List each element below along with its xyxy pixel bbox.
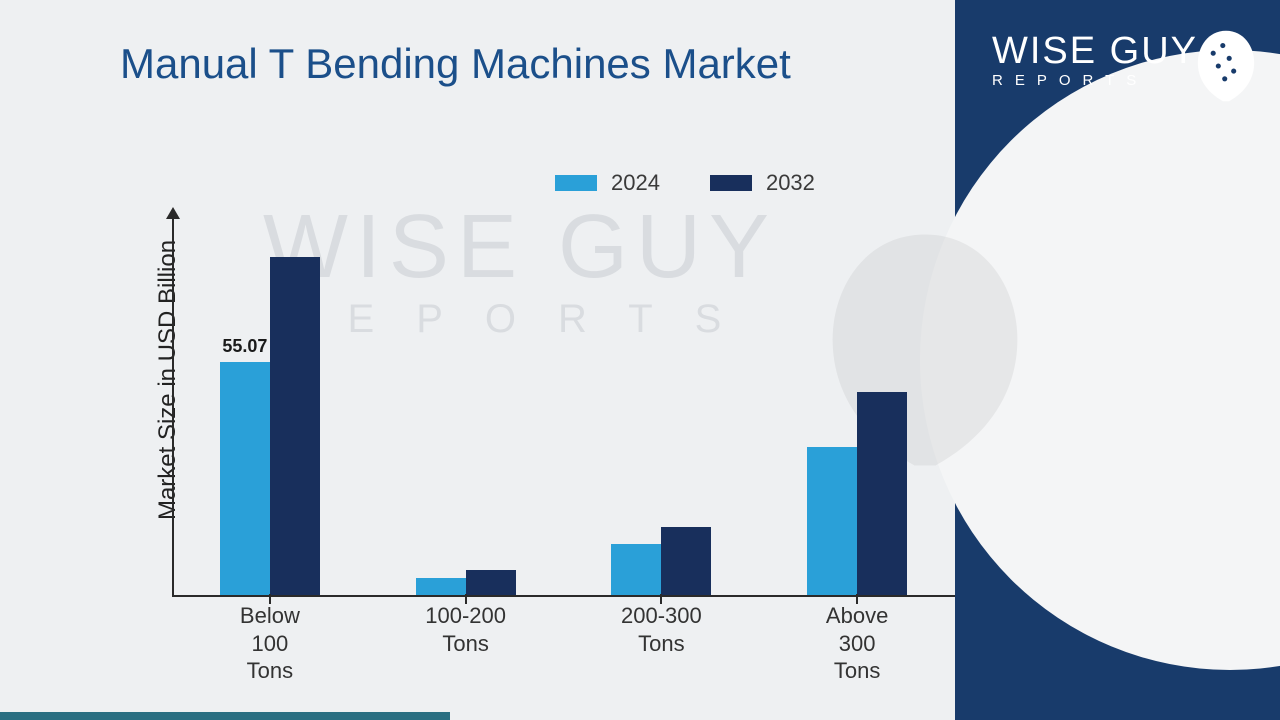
bar: 55.07 — [220, 362, 270, 595]
bar — [807, 447, 857, 595]
bar — [466, 570, 516, 595]
category-labels: Below 100 Tons100-200 Tons200-300 TonsAb… — [172, 602, 955, 692]
x-axis-line — [172, 595, 955, 597]
plot-area: 55.07 — [172, 215, 955, 595]
legend-item: 2024 — [555, 170, 660, 196]
bar — [611, 544, 661, 595]
infographic-stage: WISE GUY REPORTS Manual T Bending Machin… — [0, 0, 1280, 720]
x-tick — [856, 594, 858, 604]
category-text: Above 300 Tons — [759, 602, 955, 685]
x-tick — [465, 594, 467, 604]
legend-label: 2024 — [611, 170, 660, 196]
x-tick — [660, 594, 662, 604]
category-label: 100-200 Tons — [368, 602, 564, 692]
bar-group: 55.07 — [172, 215, 368, 595]
category-label: Above 300 Tons — [759, 602, 955, 692]
brand-head-icon — [1194, 26, 1258, 106]
category-text: 200-300 Tons — [564, 602, 760, 657]
bar-group — [759, 215, 955, 595]
legend-swatch — [555, 175, 597, 191]
chart-title: Manual T Bending Machines Market — [120, 40, 791, 88]
bar-group — [564, 215, 760, 595]
x-tick — [269, 594, 271, 604]
bar — [270, 257, 320, 595]
bar — [857, 392, 907, 595]
bar — [416, 578, 466, 595]
category-label: 200-300 Tons — [564, 602, 760, 692]
bottom-accent-bar — [0, 712, 450, 720]
legend-swatch — [710, 175, 752, 191]
bar-value-label: 55.07 — [222, 336, 267, 357]
category-text: 100-200 Tons — [368, 602, 564, 657]
category-text: Below 100 Tons — [172, 602, 368, 685]
bar-group — [368, 215, 564, 595]
legend-item: 2032 — [710, 170, 815, 196]
category-label: Below 100 Tons — [172, 602, 368, 692]
legend-label: 2032 — [766, 170, 815, 196]
chart-area: 55.07 — [100, 215, 955, 595]
legend: 2024 2032 — [555, 170, 815, 196]
bar — [661, 527, 711, 595]
